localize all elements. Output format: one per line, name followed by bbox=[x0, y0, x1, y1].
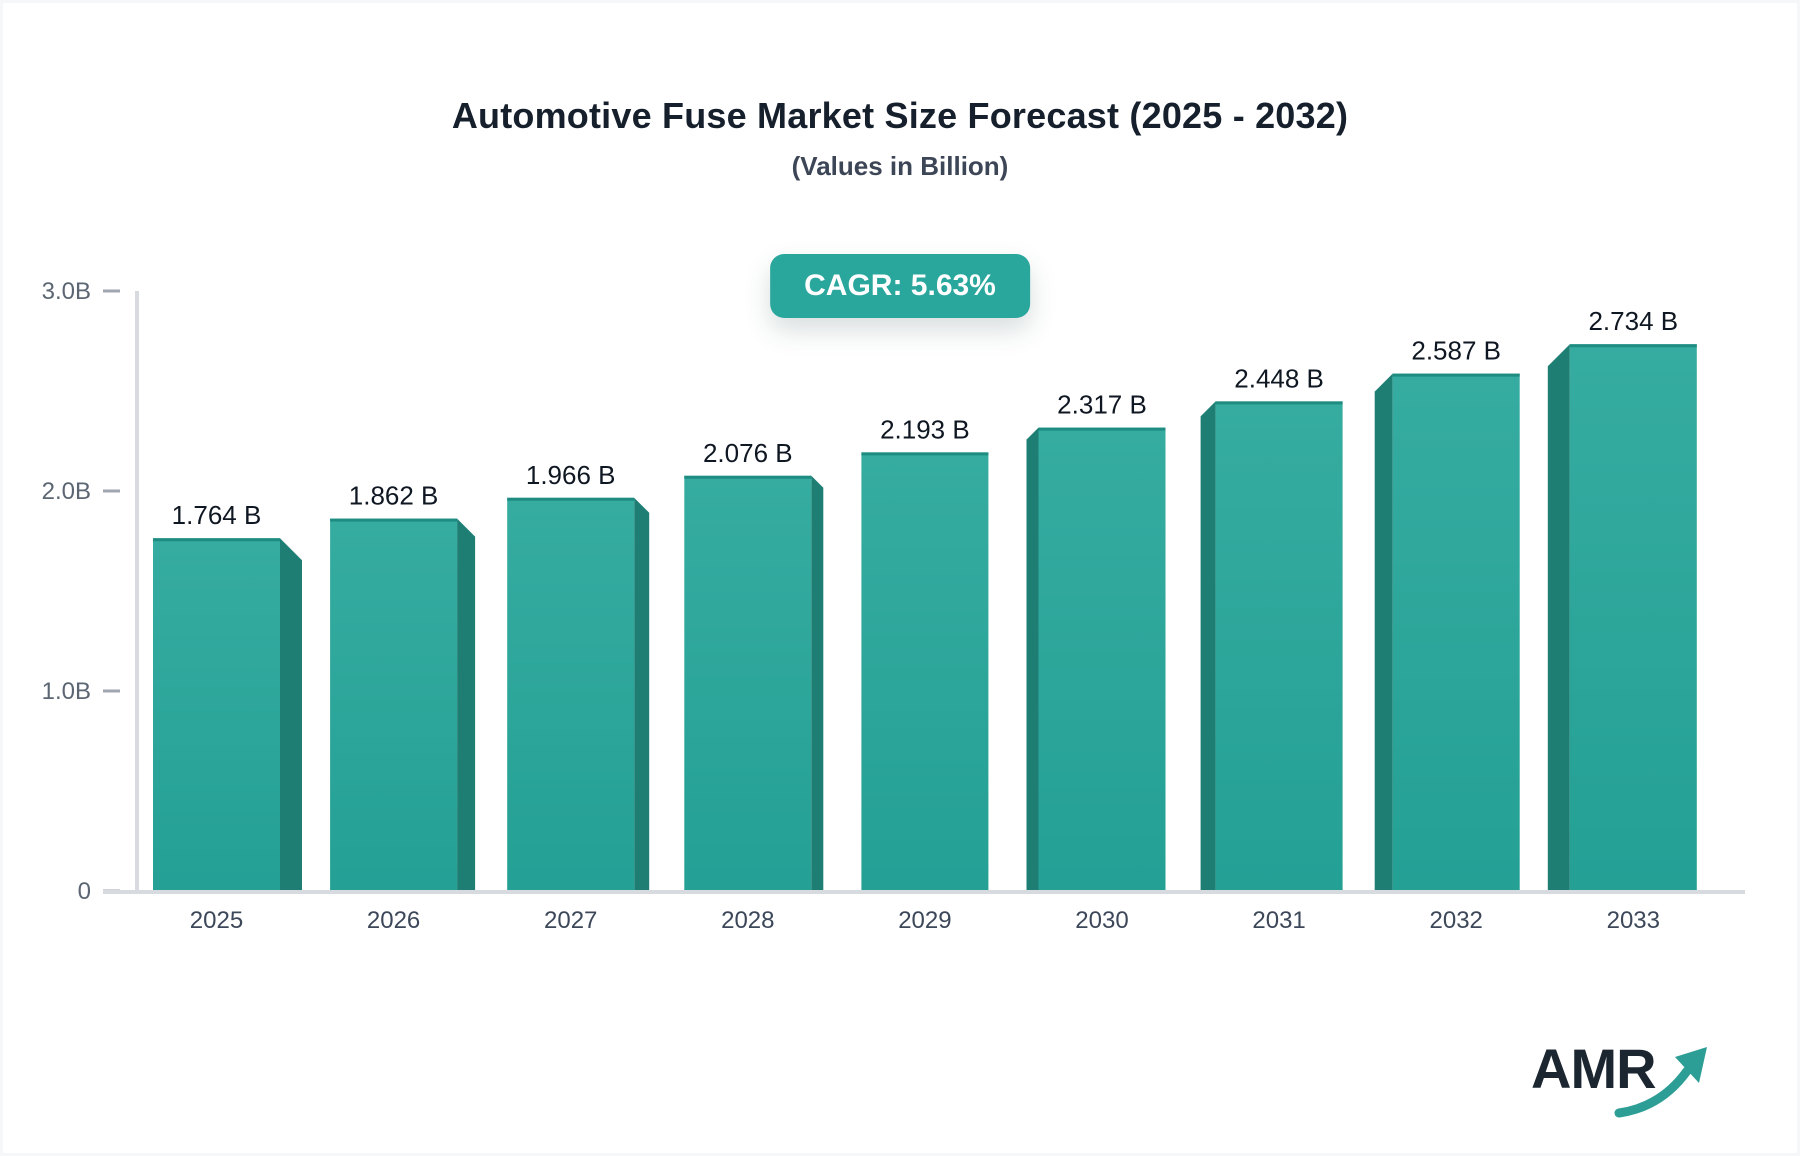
y-tick-label: 0 bbox=[78, 878, 91, 905]
bar-value-label: 2.448 B bbox=[1234, 363, 1324, 393]
x-tick-label: 2033 bbox=[1607, 907, 1660, 934]
growth-arrow-icon bbox=[1614, 1047, 1707, 1118]
bar-face bbox=[861, 452, 989, 890]
bar-side bbox=[1547, 344, 1570, 890]
x-tick-label: 2028 bbox=[721, 907, 774, 934]
amr-logo: AMR bbox=[1531, 1037, 1741, 1127]
bar-value-label: 2.076 B bbox=[703, 438, 793, 468]
bar-face bbox=[507, 497, 635, 890]
bar-face bbox=[1569, 344, 1697, 890]
bar-side bbox=[280, 538, 302, 890]
bar-group-2032[interactable]: 2.587 B 2032 bbox=[1374, 336, 1520, 934]
bar-group-2025[interactable]: 1.764 B 2025 bbox=[153, 500, 302, 934]
chart-title: Automotive Fuse Market Size Forecast (20… bbox=[451, 95, 1349, 136]
x-tick-label: 2031 bbox=[1252, 907, 1305, 934]
bar-value-label: 1.966 B bbox=[526, 460, 616, 490]
bar-group-2028[interactable]: 2.076 B 2028 bbox=[684, 438, 824, 934]
y-tick-label: 2.0B bbox=[42, 478, 91, 505]
bar-group-2027[interactable]: 1.966 B 2027 bbox=[507, 460, 650, 934]
bar-face bbox=[330, 518, 458, 890]
x-tick-label: 2025 bbox=[190, 907, 243, 934]
x-tick-label: 2030 bbox=[1075, 907, 1128, 934]
x-tick-label: 2032 bbox=[1430, 907, 1483, 934]
bar-value-label: 2.587 B bbox=[1411, 336, 1501, 366]
x-tick-label: 2027 bbox=[544, 907, 597, 934]
bar-face bbox=[1215, 401, 1343, 890]
bar-value-label: 1.862 B bbox=[349, 481, 439, 511]
bar-chart: 0 1.0B 2.0B 3.0B 1.764 B 2025 1.862 B 2026 1.966… bbox=[42, 278, 1745, 934]
x-tick-label: 2026 bbox=[367, 907, 420, 934]
bar-face bbox=[684, 475, 812, 890]
chart-subtitle: (Values in Billion) bbox=[791, 151, 1009, 181]
bar-value-label: 2.734 B bbox=[1588, 306, 1678, 336]
bar-face bbox=[153, 538, 280, 890]
bar-face bbox=[1392, 373, 1520, 891]
cagr-badge: CAGR: 5.63% bbox=[770, 254, 1030, 318]
bar-group-2031[interactable]: 2.448 B 2031 bbox=[1200, 363, 1343, 934]
bar-value-label: 1.764 B bbox=[172, 500, 262, 530]
bar-side bbox=[811, 475, 824, 890]
bar-side bbox=[1026, 427, 1039, 890]
amr-logo-text: AMR bbox=[1531, 1037, 1657, 1100]
x-tick-label: 2029 bbox=[898, 907, 951, 934]
bar-face bbox=[1038, 427, 1166, 890]
y-tick-label: 1.0B bbox=[42, 678, 91, 705]
bar-group-2030[interactable]: 2.317 B 2030 bbox=[1026, 390, 1166, 934]
bar-value-label: 2.317 B bbox=[1057, 390, 1147, 420]
bar-group-2029[interactable]: 2.193 B 2029 bbox=[861, 414, 989, 934]
bar-group-2026[interactable]: 1.862 B 2026 bbox=[330, 481, 476, 934]
bar-side bbox=[457, 518, 476, 890]
bar-value-label: 2.193 B bbox=[880, 414, 970, 444]
bar-side bbox=[1200, 401, 1216, 890]
y-tick-label: 3.0B bbox=[42, 278, 91, 305]
bar-group-2033[interactable]: 2.734 B 2033 bbox=[1547, 306, 1697, 934]
bar-side bbox=[634, 497, 650, 890]
bar-side bbox=[1374, 373, 1393, 891]
